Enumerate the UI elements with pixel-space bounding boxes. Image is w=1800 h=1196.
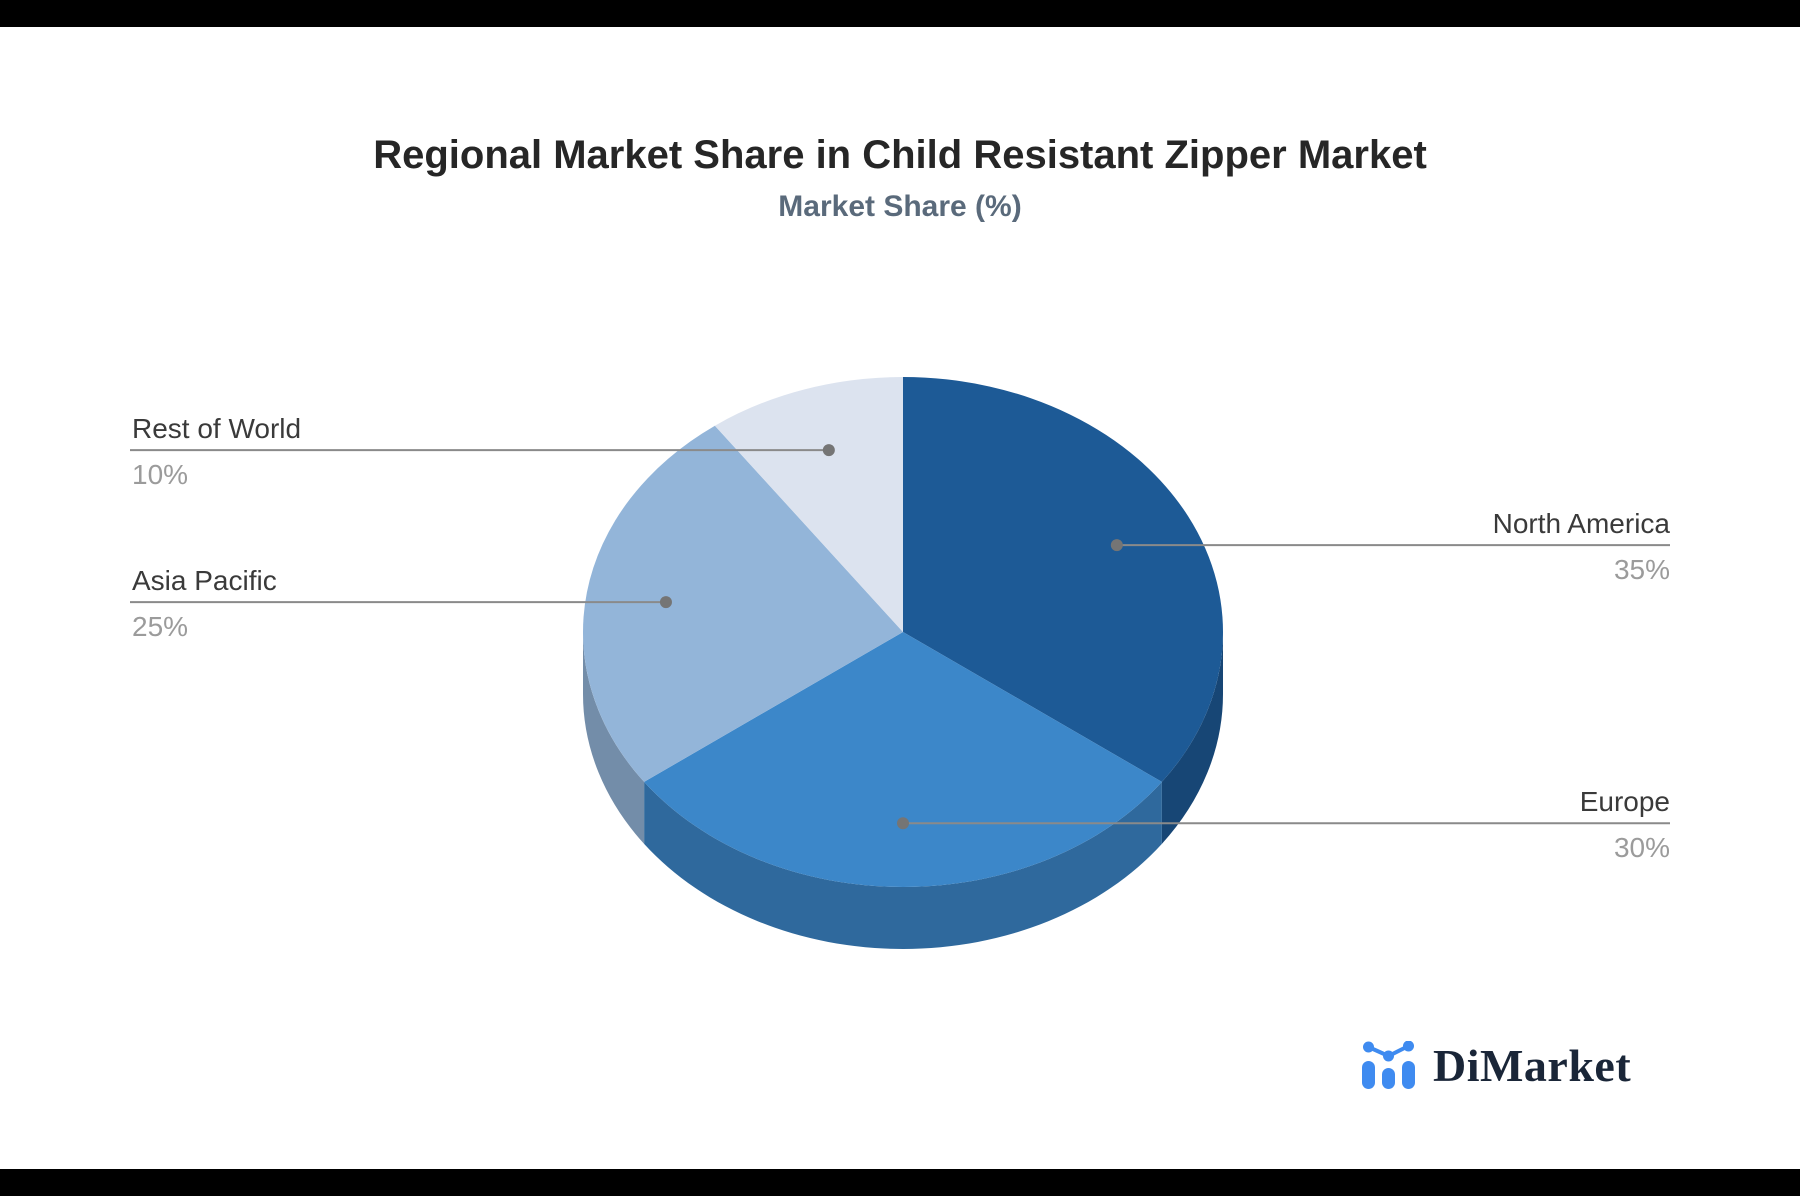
bar-chart-icon bbox=[1362, 1041, 1415, 1089]
pie-label-value: 35% bbox=[1613, 554, 1670, 586]
chart-subtitle: Market Share (%) bbox=[778, 190, 1022, 223]
pie-label-value: 10% bbox=[132, 459, 189, 491]
bottom-letterbox-bar bbox=[0, 1169, 1800, 1196]
logo-text: DiMarket bbox=[1433, 1040, 1632, 1091]
pie-slice-north-america[interactable] bbox=[903, 377, 1224, 782]
top-letterbox-bar bbox=[0, 0, 1800, 27]
pie-slice-side-asia-pacific bbox=[583, 632, 645, 844]
pie-label-value: 25% bbox=[132, 611, 189, 643]
pie-label-name: North America bbox=[1492, 508, 1670, 540]
pie-connector-dot-rest-of-world bbox=[822, 444, 835, 457]
pie-slice-rest-of-world[interactable] bbox=[714, 377, 903, 632]
pie-connector-dot-asia-pacific bbox=[659, 596, 672, 609]
pie-label-name: Rest of World bbox=[132, 413, 302, 445]
pie-slice-side-north-america bbox=[1161, 632, 1223, 844]
dimarket-logo: DiMarket bbox=[1362, 1041, 1631, 1089]
pie-label-value: 30% bbox=[1613, 832, 1670, 864]
pie-connector-dot-europe bbox=[897, 817, 909, 830]
pie-slice-asia-pacific[interactable] bbox=[582, 425, 903, 782]
pie-slice-side-europe bbox=[644, 781, 1162, 949]
chart-title: Regional Market Share in Child Resistant… bbox=[373, 133, 1427, 177]
pie-label-name: Europe bbox=[1579, 786, 1670, 818]
pie-connector-dot-north-america bbox=[1110, 539, 1123, 552]
pie-label-name: Asia Pacific bbox=[132, 565, 277, 597]
